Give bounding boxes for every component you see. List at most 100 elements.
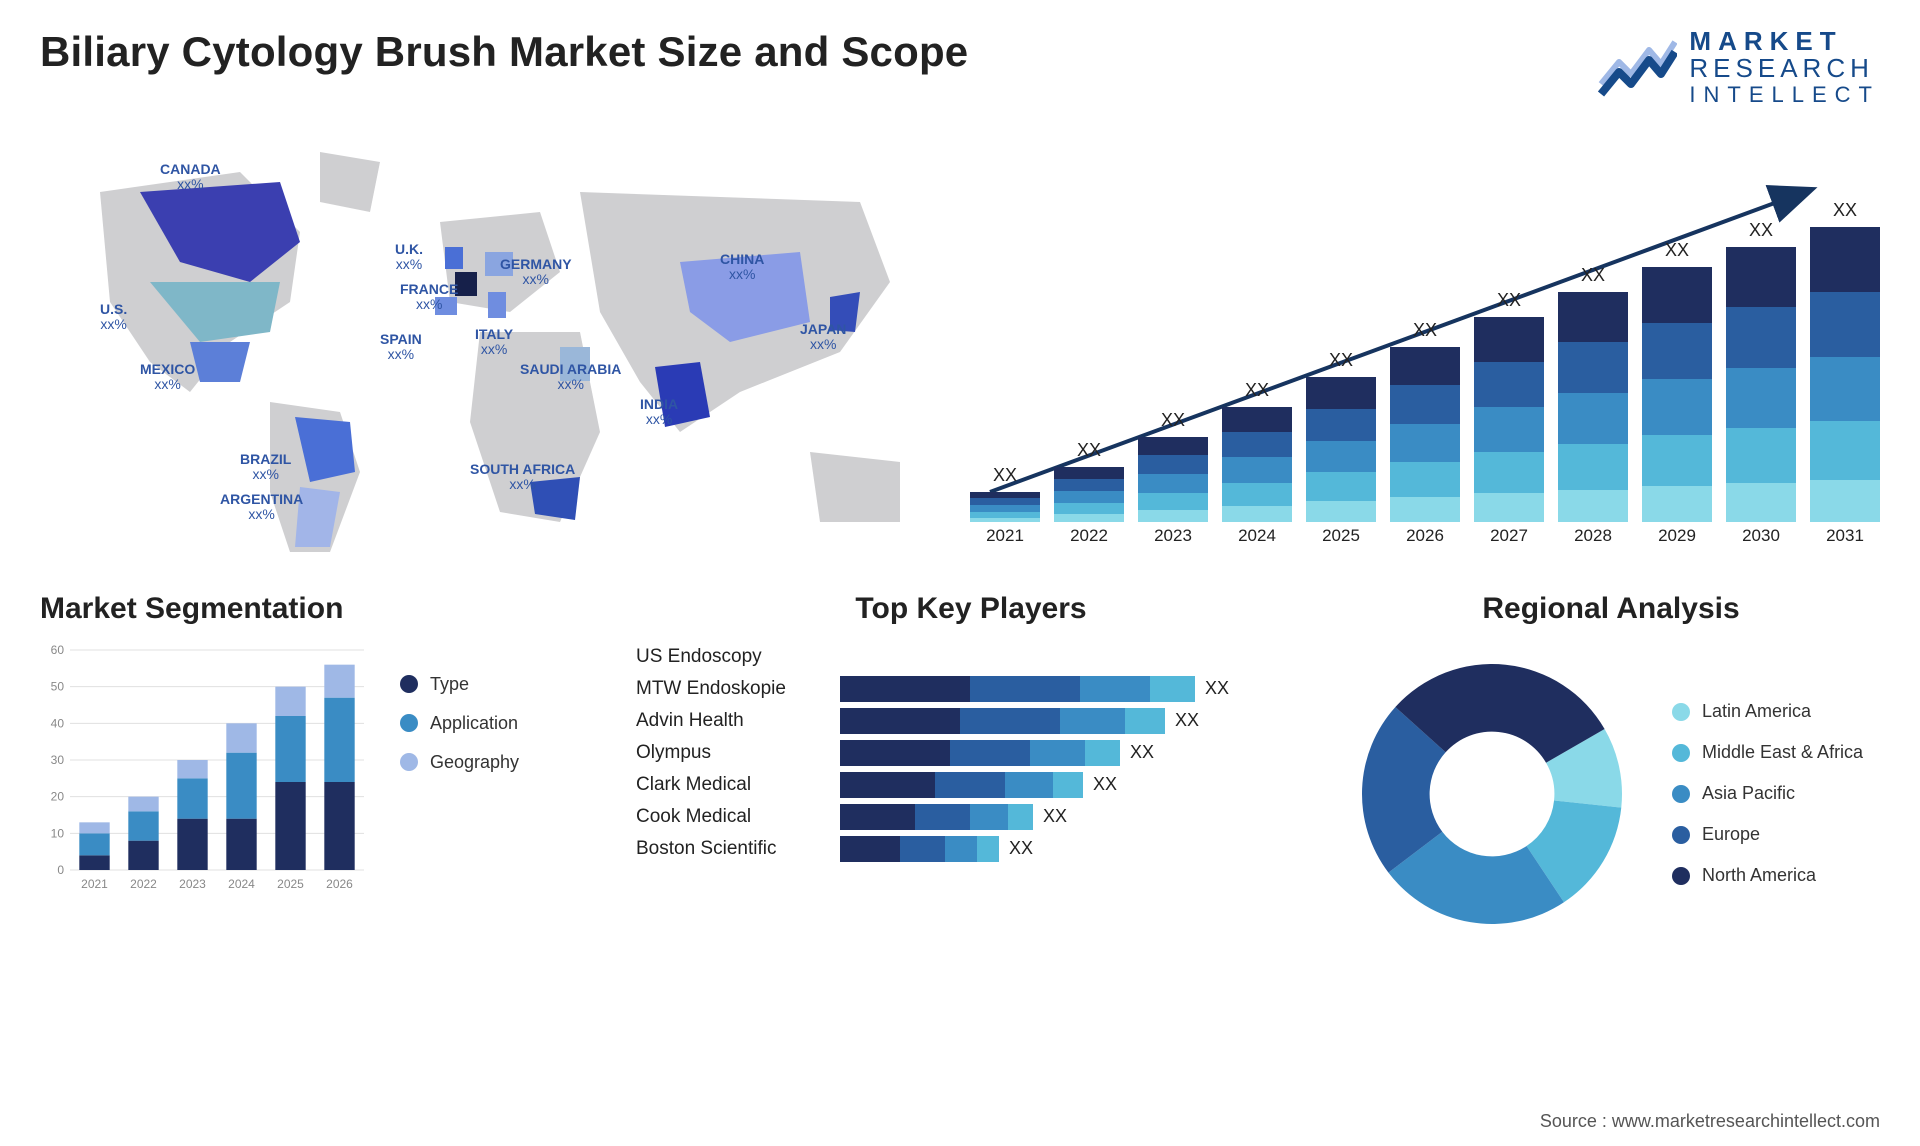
legend-label: Application (430, 713, 518, 734)
key-player-bar (840, 804, 1033, 830)
map-label: MEXICOxx% (140, 362, 195, 393)
growth-bar-value: XX (1077, 440, 1101, 461)
growth-bar-value: XX (1497, 290, 1521, 311)
key-player-bar (840, 772, 1083, 798)
key-player-value: XX (1205, 678, 1229, 699)
legend-swatch-icon (1672, 744, 1690, 762)
growth-bar-value: XX (1749, 220, 1773, 241)
key-player-row: Cook MedicalXX (636, 804, 1306, 830)
regional-analysis-section: Regional Analysis Latin AmericaMiddle Ea… (1342, 592, 1880, 944)
growth-year-label: 2028 (1558, 526, 1628, 552)
key-player-row: Boston ScientificXX (636, 836, 1306, 862)
svg-text:20: 20 (51, 789, 65, 803)
legend-swatch-icon (1672, 703, 1690, 721)
map-label: INDIAxx% (640, 397, 678, 428)
growth-year-label: 2029 (1642, 526, 1712, 552)
legend-label: Type (430, 674, 469, 695)
map-label: ITALYxx% (475, 327, 513, 358)
key-player-name: Boston Scientific (636, 838, 826, 860)
svg-text:2025: 2025 (277, 877, 304, 891)
key-player-bar (840, 676, 1195, 702)
legend-swatch-icon (400, 753, 418, 771)
key-player-bar (840, 708, 1165, 734)
svg-text:10: 10 (51, 826, 65, 840)
growth-bar: XX (1138, 410, 1208, 522)
regional-legend-item: Latin America (1672, 701, 1863, 722)
growth-bar-value: XX (993, 465, 1017, 486)
growth-bar-value: XX (1833, 200, 1857, 221)
key-player-name: Cook Medical (636, 806, 826, 828)
brand-logo: MARKET RESEARCH INTELLECT (1597, 28, 1880, 106)
key-player-bar (840, 836, 999, 862)
map-label: U.K.xx% (395, 242, 423, 273)
map-label: GERMANYxx% (500, 257, 572, 288)
svg-text:0: 0 (57, 863, 64, 877)
logo-line2: RESEARCH (1689, 55, 1880, 82)
svg-text:2024: 2024 (228, 877, 255, 891)
top-row: CANADAxx%U.S.xx%MEXICOxx%BRAZILxx%ARGENT… (40, 132, 1880, 552)
growth-bar-value: XX (1581, 265, 1605, 286)
segmentation-legend-item: Application (400, 713, 519, 734)
map-label: JAPANxx% (800, 322, 846, 353)
segmentation-legend-item: Geography (400, 752, 519, 773)
key-player-value: XX (1093, 774, 1117, 795)
growth-bar: XX (1474, 290, 1544, 522)
map-label: CANADAxx% (160, 162, 221, 193)
svg-text:60: 60 (51, 644, 65, 657)
legend-swatch-icon (1672, 826, 1690, 844)
map-label: FRANCExx% (400, 282, 458, 313)
key-players-list: US Endoscopy MTW Endoskopie XX Advin Health… (636, 644, 1306, 862)
map-label: SOUTH AFRICAxx% (470, 462, 575, 493)
regional-legend-item: Europe (1672, 824, 1863, 845)
growth-bar: XX (1726, 220, 1796, 522)
key-players-section: Top Key Players US Endoscopy MTW Endoskop… (636, 592, 1306, 862)
logo-text: MARKET RESEARCH INTELLECT (1689, 28, 1880, 106)
map-label: CHINAxx% (720, 252, 764, 283)
svg-text:2021: 2021 (81, 877, 108, 891)
growth-year-label: 2030 (1726, 526, 1796, 552)
key-players-title: Top Key Players (636, 592, 1306, 626)
regional-legend-item: North America (1672, 865, 1863, 886)
growth-year-label: 2023 (1138, 526, 1208, 552)
key-player-bar (840, 740, 1120, 766)
map-label: ARGENTINAxx% (220, 492, 303, 523)
logo-mark-icon (1597, 32, 1677, 102)
source-footer: Source : www.marketresearchintellect.com (1540, 1111, 1880, 1132)
map-label: SAUDI ARABIAxx% (520, 362, 621, 393)
growth-year-label: 2025 (1306, 526, 1376, 552)
map-label: BRAZILxx% (240, 452, 291, 483)
regional-legend-item: Asia Pacific (1672, 783, 1863, 804)
growth-year-label: 2031 (1810, 526, 1880, 552)
legend-swatch-icon (400, 675, 418, 693)
svg-text:2026: 2026 (326, 877, 353, 891)
growth-bar: XX (1642, 240, 1712, 522)
header-row: Biliary Cytology Brush Market Size and S… (40, 28, 1880, 106)
key-player-value: XX (1130, 742, 1154, 763)
key-player-name: Olympus (636, 742, 826, 764)
svg-text:2023: 2023 (179, 877, 206, 891)
growth-chart: XXXXXXXXXXXXXXXXXXXXXX 20212022202320242… (970, 132, 1880, 552)
growth-bars-row: XXXXXXXXXXXXXXXXXXXXXX (970, 202, 1880, 522)
key-player-row: US Endoscopy (636, 644, 1306, 670)
logo-line1: MARKET (1689, 28, 1880, 55)
growth-year-label: 2026 (1390, 526, 1460, 552)
world-map-panel: CANADAxx%U.S.xx%MEXICOxx%BRAZILxx%ARGENT… (40, 132, 940, 552)
key-player-row: Advin HealthXX (636, 708, 1306, 734)
key-player-name: Advin Health (636, 710, 826, 732)
market-segmentation-section: Market Segmentation 01020304050602021202… (40, 592, 600, 894)
legend-label: Latin America (1702, 701, 1811, 722)
growth-bar: XX (1390, 320, 1460, 522)
key-player-name: US Endoscopy (636, 646, 826, 668)
regional-donut-chart (1342, 644, 1642, 944)
legend-label: Geography (430, 752, 519, 773)
growth-year-label: 2024 (1222, 526, 1292, 552)
logo-line3: INTELLECT (1689, 83, 1880, 106)
map-label: SPAINxx% (380, 332, 422, 363)
segmentation-legend: Type Application Geography (400, 674, 519, 773)
page-root: Biliary Cytology Brush Market Size and S… (0, 0, 1920, 1146)
segmentation-title: Market Segmentation (40, 592, 600, 626)
legend-label: Middle East & Africa (1702, 742, 1863, 763)
key-player-name: Clark Medical (636, 774, 826, 796)
key-player-name: MTW Endoskopie (636, 678, 826, 700)
regional-legend: Latin America Middle East & Africa Asia Pa… (1672, 701, 1863, 886)
